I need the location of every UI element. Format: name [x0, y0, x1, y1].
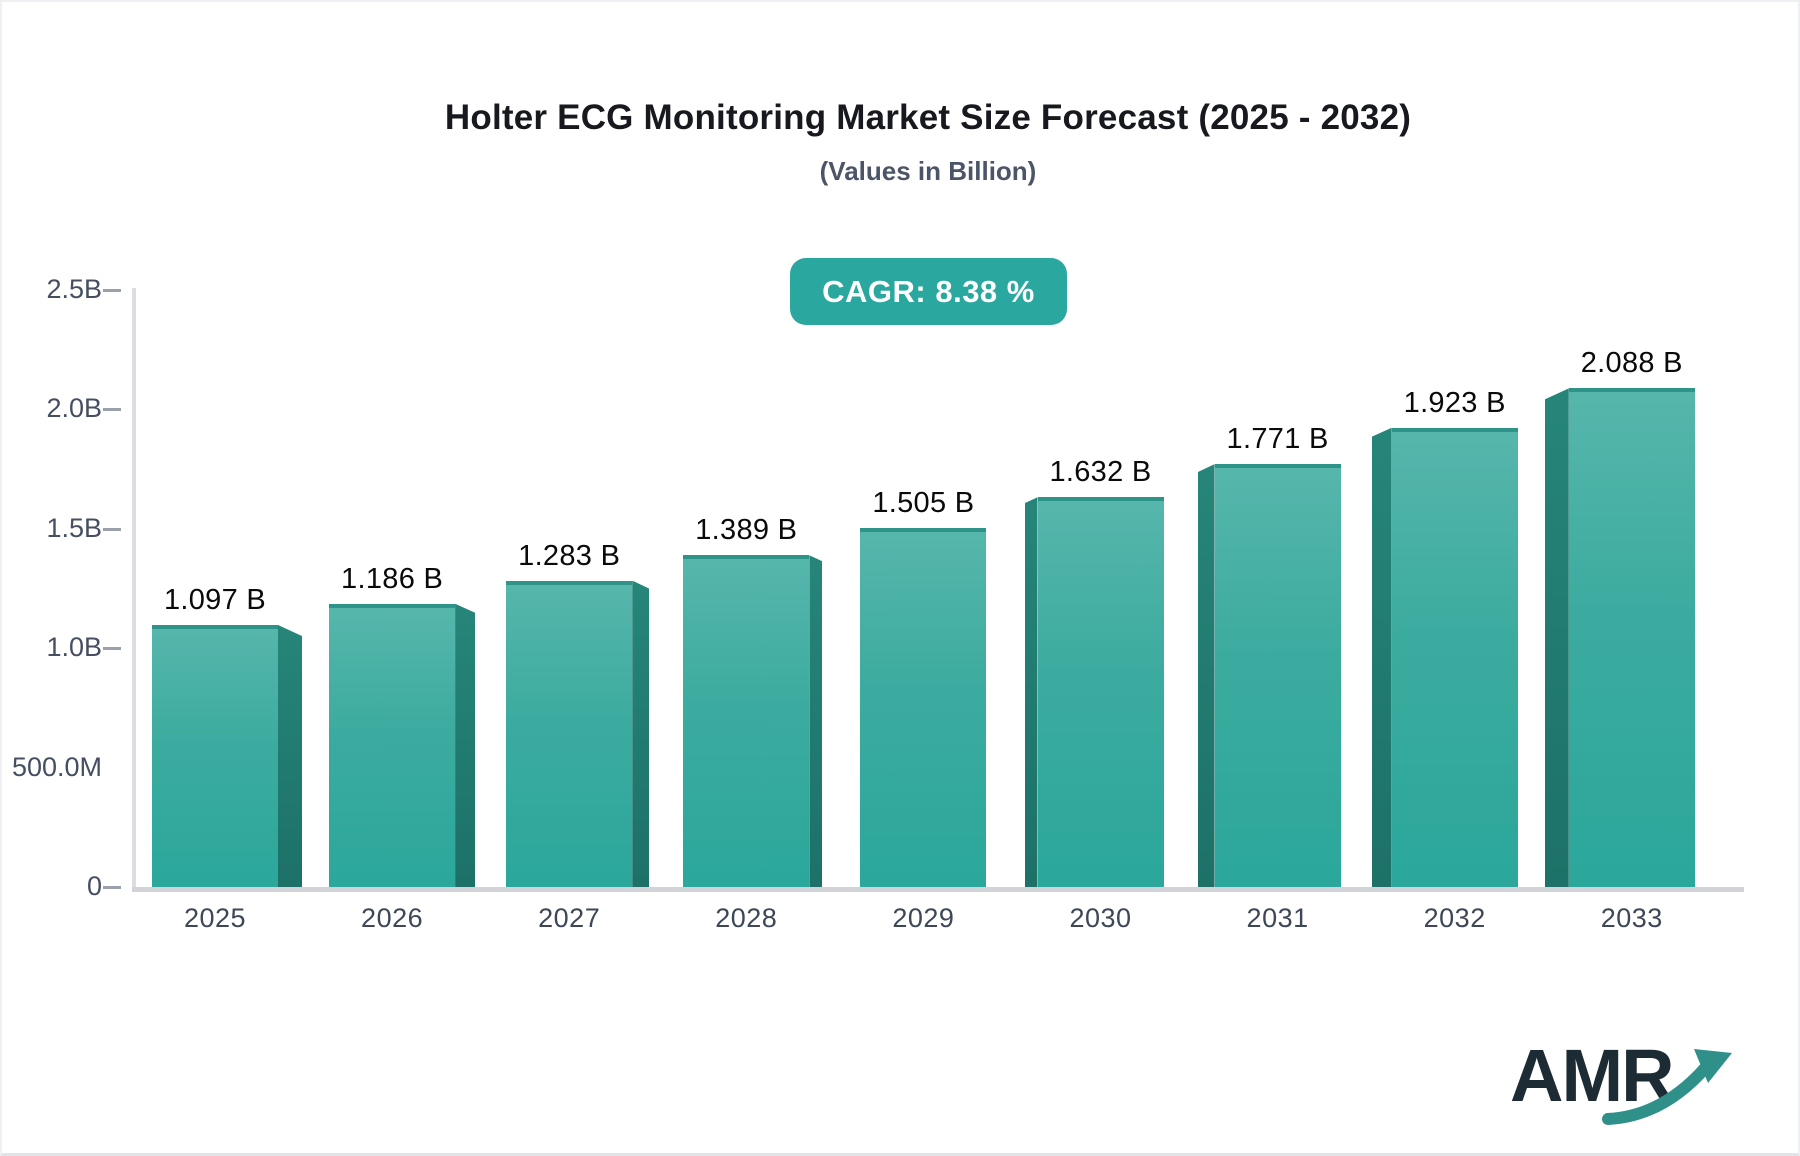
bar-value-label: 1.186 B	[341, 562, 444, 595]
x-axis-year-label: 2027	[538, 903, 601, 933]
bar-2029	[860, 527, 987, 887]
x-axis-year-label: 2025	[183, 903, 247, 933]
y-axis-tick-label: 2.0B	[46, 393, 102, 424]
y-axis-tick-dash	[103, 527, 121, 531]
bar-3d-side	[1024, 497, 1038, 887]
chart-title: Holter ECG Monitoring Market Size Foreca…	[444, 98, 1412, 137]
x-axis-year-label: 2033	[1600, 903, 1663, 933]
bar-2027	[506, 580, 633, 887]
x-axis-year-label: 2026	[361, 903, 424, 933]
y-axis-line	[132, 288, 136, 889]
trend-up-arrow-icon	[1602, 1049, 1732, 1125]
y-axis-tick-dash	[103, 289, 121, 292]
bar-2032	[1391, 427, 1518, 887]
amr-logo: AMR	[1510, 1034, 1732, 1125]
y-axis-tick-label: 2.5B	[46, 274, 102, 304]
bar-value-label: 1.771 B	[1226, 423, 1329, 456]
bar-value-label: 1.632 B	[1049, 456, 1152, 489]
y-axis-tick-label: 0	[86, 871, 102, 901]
cagr-badge: CAGR: 8.38 %	[790, 258, 1067, 325]
y-axis-tick-label: 1.5B	[46, 512, 102, 543]
chart-header: Holter ECG Monitoring Market Size Foreca…	[54, 2, 1798, 187]
y-axis-tick-label: 1.0B	[46, 632, 102, 663]
y-axis-tick-dash	[103, 647, 121, 651]
amr-logo-text: AMR	[1510, 1034, 1673, 1117]
bar-3d-side	[455, 603, 476, 887]
bar-value-label: 1.505 B	[872, 486, 975, 519]
x-axis-year-label: 2028	[715, 903, 778, 933]
bar-value-label: 1.283 B	[518, 539, 621, 572]
bar-3d-side	[632, 580, 650, 887]
bar-3d-side	[1371, 427, 1392, 887]
bar-value-label: 1.097 B	[163, 584, 267, 617]
bar-2030	[1037, 497, 1164, 887]
bar-3d-side	[809, 555, 823, 887]
x-axis-year-label: 2030	[1069, 903, 1132, 933]
bar-3d-side	[278, 625, 302, 887]
bar-value-label: 2.088 B	[1580, 347, 1683, 380]
x-axis-year-label: 2029	[892, 903, 955, 933]
bar-3d-side	[1197, 464, 1215, 887]
bar-2026	[329, 603, 456, 887]
y-axis-tick-dash	[103, 408, 121, 412]
x-axis-year-label: 2031	[1246, 903, 1309, 933]
bar-value-label: 1.389 B	[695, 514, 798, 547]
x-axis-year-label: 2032	[1423, 903, 1486, 933]
bar-2031	[1214, 464, 1341, 887]
y-axis-tick-label: 500.0M	[11, 751, 102, 782]
bar-2033	[1568, 388, 1695, 887]
bar-value-label: 1.923 B	[1403, 386, 1506, 419]
chart-subtitle: (Values in Billion)	[819, 156, 1037, 186]
bar-2028	[683, 555, 810, 887]
y-axis-tick-dash	[103, 886, 121, 889]
bar-2025	[152, 625, 278, 887]
x-axis-baseline	[132, 887, 1744, 892]
bar-3d-side	[1544, 388, 1569, 887]
